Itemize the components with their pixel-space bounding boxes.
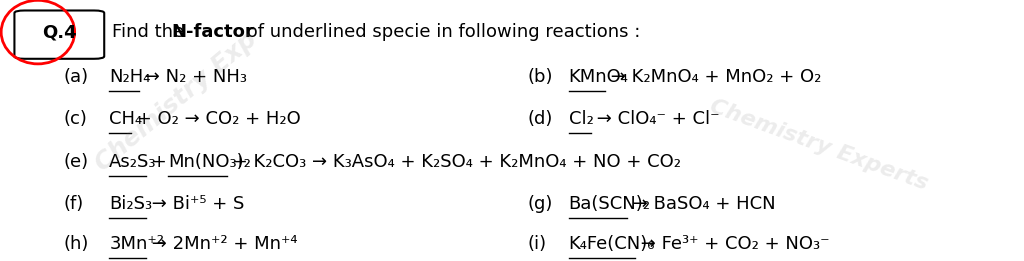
Text: Find the: Find the	[113, 23, 190, 41]
Text: + K₂CO₃ → K₃AsO₄ + K₂SO₄ + K₂MnO₄ + NO + CO₂: + K₂CO₃ → K₃AsO₄ + K₂SO₄ + K₂MnO₄ + NO +…	[227, 153, 681, 171]
Text: → 2Mn⁺² + Mn⁺⁴: → 2Mn⁺² + Mn⁺⁴	[146, 235, 298, 253]
Text: +: +	[146, 153, 173, 171]
Text: Ba(SCN)₂: Ba(SCN)₂	[568, 195, 650, 213]
Text: KMnO₄: KMnO₄	[568, 68, 629, 86]
Text: CH₄: CH₄	[110, 110, 142, 128]
Text: Cl₂: Cl₂	[568, 110, 593, 128]
Text: K₄Fe(CN)₆: K₄Fe(CN)₆	[568, 235, 655, 253]
Text: As₂S₃: As₂S₃	[110, 153, 157, 171]
Text: → N₂ + NH₃: → N₂ + NH₃	[138, 68, 247, 86]
Text: (h): (h)	[63, 235, 89, 253]
Text: (a): (a)	[63, 68, 88, 86]
Text: (g): (g)	[527, 195, 553, 213]
Text: → BaSO₄ + HCN: → BaSO₄ + HCN	[628, 195, 776, 213]
Text: → K₂MnO₄ + MnO₂ + O₂: → K₂MnO₄ + MnO₂ + O₂	[605, 68, 821, 86]
Text: → Bi⁺⁵ + S: → Bi⁺⁵ + S	[146, 195, 245, 213]
Text: N-factor: N-factor	[172, 23, 254, 41]
Text: Chemistry Experts: Chemistry Experts	[707, 96, 931, 194]
Text: + O₂ → CO₂ + H₂O: + O₂ → CO₂ + H₂O	[131, 110, 301, 128]
Text: (f): (f)	[63, 195, 84, 213]
Text: N₂H₄: N₂H₄	[110, 68, 151, 86]
Text: 3Mn⁺²: 3Mn⁺²	[110, 235, 164, 253]
Text: Chemistry Exp: Chemistry Exp	[90, 27, 261, 176]
FancyBboxPatch shape	[14, 10, 104, 59]
Text: of underlined specie in following reactions :: of underlined specie in following reacti…	[241, 23, 640, 41]
Text: (i): (i)	[527, 235, 547, 253]
Text: Q.4: Q.4	[42, 23, 77, 41]
Text: Mn(NO₃)₂: Mn(NO₃)₂	[168, 153, 251, 171]
Text: (e): (e)	[63, 153, 88, 171]
Text: (d): (d)	[527, 110, 553, 128]
Text: → Fe³⁺ + CO₂ + NO₃⁻: → Fe³⁺ + CO₂ + NO₃⁻	[635, 235, 829, 253]
Text: → ClO₄⁻ + Cl⁻: → ClO₄⁻ + Cl⁻	[591, 110, 719, 128]
Text: (c): (c)	[63, 110, 87, 128]
Text: (b): (b)	[527, 68, 553, 86]
Text: Bi₂S₃: Bi₂S₃	[110, 195, 153, 213]
